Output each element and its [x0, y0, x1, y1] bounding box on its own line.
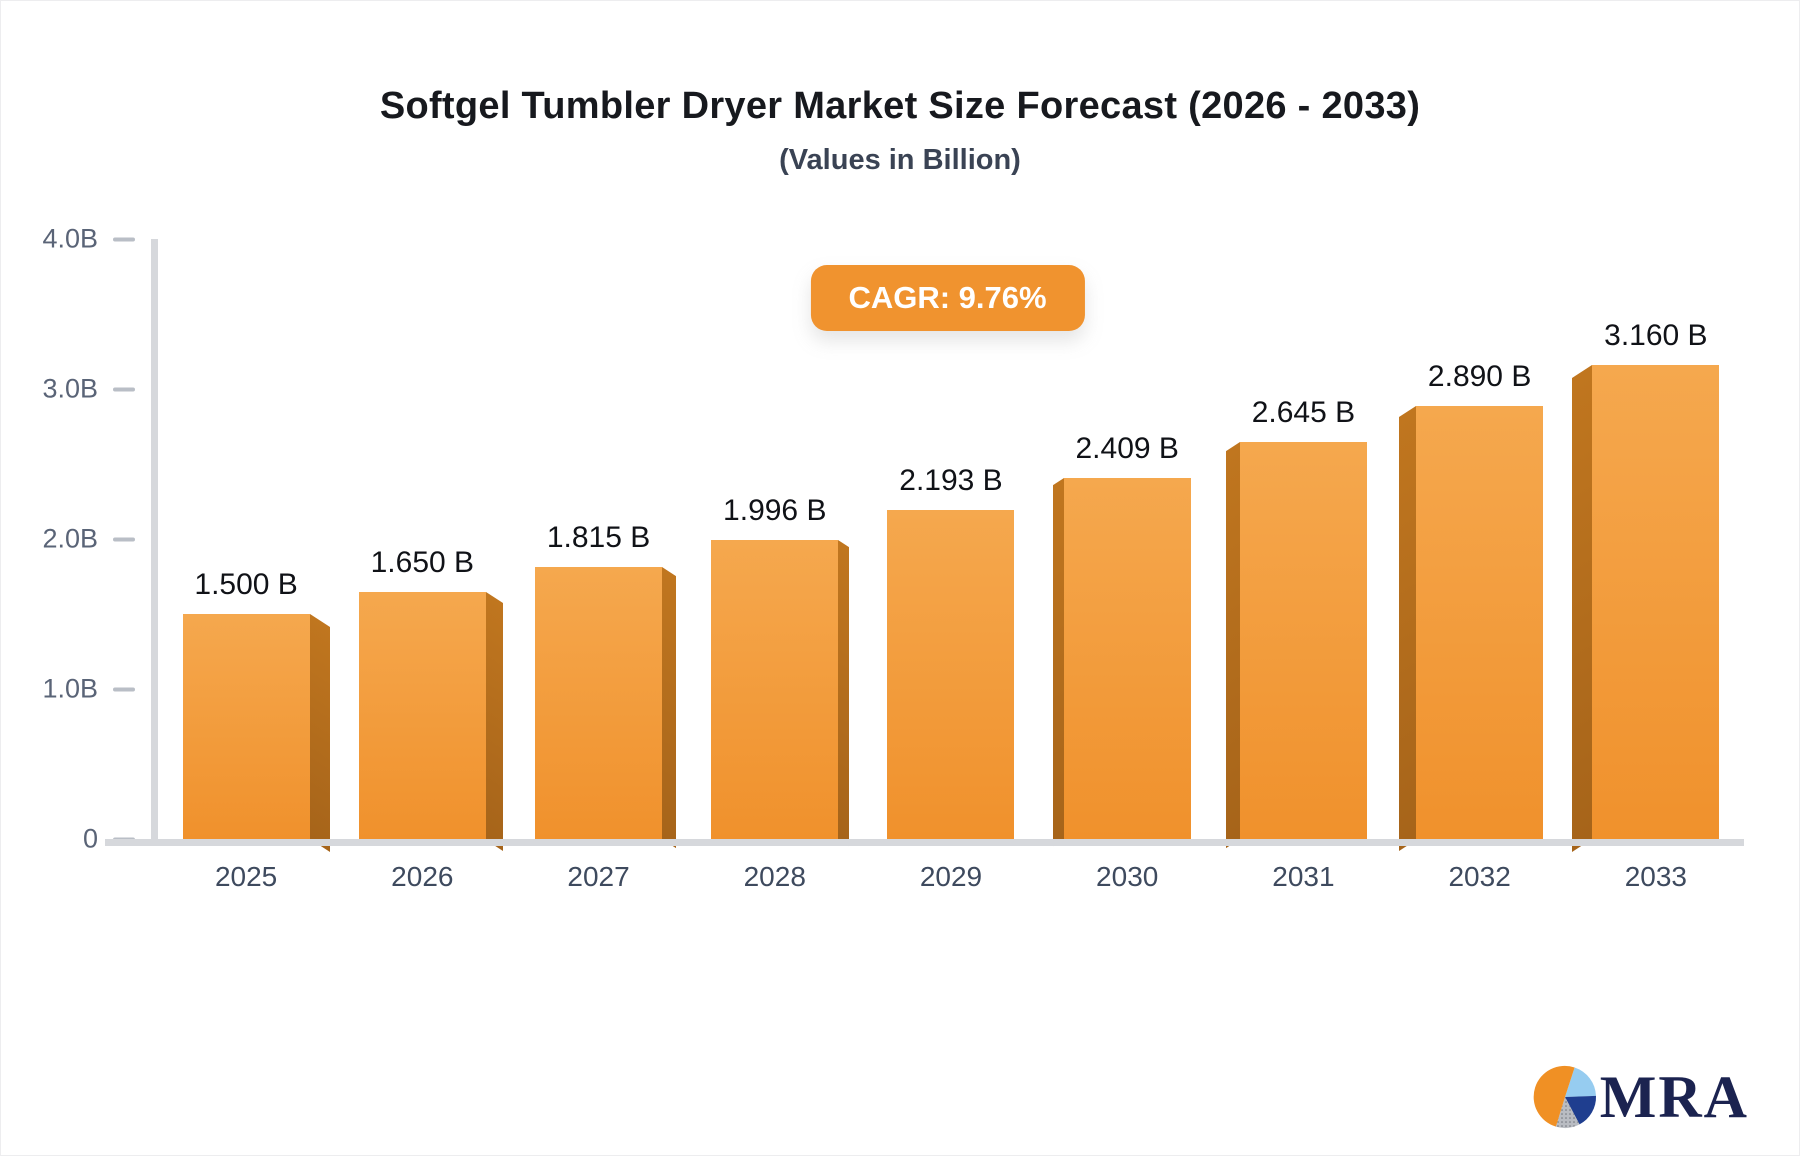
bar-group-2029: 2.193 B — [863, 239, 1039, 839]
bar-value-label: 1.650 B — [370, 545, 475, 579]
bar-group-2030: 2.409 B — [1039, 239, 1215, 847]
bar-value-label: 2.193 B — [899, 464, 1003, 498]
plot-area: 4.0B 3.0B 2.0B 1.0B 0 1.500 B 1.650 B 1.… — [42, 224, 1744, 854]
chart-subtitle: (Values in Billion) — [779, 144, 1021, 176]
bar-group-2028: 1.996 B — [687, 239, 863, 847]
bar-group-2025: 1.500 B — [158, 239, 334, 852]
bar-side-face — [1052, 477, 1064, 847]
bar-side-face — [1225, 442, 1240, 849]
bar-2025[interactable] — [182, 614, 330, 852]
bar-2027[interactable] — [535, 566, 677, 849]
bar-side-face — [1399, 405, 1417, 851]
y-tick-dash — [113, 387, 135, 391]
x-axis-label-2031: 2031 — [1272, 861, 1335, 892]
chart-title: Softgel Tumbler Dryer Market Size Foreca… — [379, 85, 1421, 127]
bar-side-face — [1572, 365, 1593, 852]
bar-group-2033: 3.160 B — [1568, 239, 1744, 852]
bar-value-label: 1.996 B — [723, 493, 827, 527]
y-axis-line — [151, 239, 158, 839]
chart-area: CAGR: 9.76% 4.0B 3.0B 2.0B 1.0B 0 1.500 … — [42, 224, 1744, 893]
x-axis-label-2033: 2033 — [1624, 861, 1687, 892]
bar-group-2032: 2.890 B — [1392, 239, 1568, 851]
bar-side-face — [838, 539, 850, 847]
x-axis-labels: 2025 2026 2027 2028 2029 2030 2031 2032 … — [158, 861, 1744, 893]
bar-2026[interactable] — [358, 591, 503, 851]
logo-text: MRA — [1599, 1064, 1749, 1130]
bar-2031[interactable] — [1225, 442, 1367, 849]
bar-2033[interactable] — [1572, 365, 1720, 852]
y-tick-dash — [113, 237, 135, 241]
bar-value-label: 2.890 B — [1427, 359, 1532, 393]
y-tick-label: 1.0B — [42, 673, 98, 704]
y-tick-dash — [113, 687, 135, 691]
y-tick-label: 2.0B — [42, 523, 98, 554]
bar-group-2026: 1.650 B — [334, 239, 510, 851]
y-tick-3b: 3.0B — [42, 374, 135, 405]
bar-group-2027: 1.815 B — [510, 239, 686, 849]
x-axis-label-2027: 2027 — [567, 861, 630, 892]
y-tick-label: 0 — [82, 823, 98, 854]
bar-value-label: 1.500 B — [194, 568, 298, 601]
cagr-badge: CAGR: 9.76% — [810, 265, 1085, 331]
x-axis-label-2029: 2029 — [919, 861, 983, 892]
x-axis-label-2032: 2032 — [1448, 861, 1511, 892]
bar-side-face — [309, 614, 330, 852]
bar-value-label: 1.815 B — [546, 520, 651, 554]
bar-value-label: 2.645 B — [1251, 396, 1356, 430]
y-tick-1b: 1.0B — [42, 674, 135, 705]
y-tick-2b: 2.0B — [42, 524, 135, 555]
bar-2029[interactable] — [887, 510, 1015, 839]
bars-row: 1.500 B 1.650 B 1.815 B 1.996 B 2.193 B … — [158, 239, 1744, 852]
y-tick-label: 4.0B — [42, 223, 98, 254]
logo-pie-icon — [1533, 1065, 1596, 1128]
bar-2028[interactable] — [711, 539, 850, 847]
bar-value-label: 3.160 B — [1604, 319, 1708, 352]
bar-side-face — [485, 591, 503, 851]
x-axis-label-2028: 2028 — [743, 861, 806, 892]
x-axis-label-2025: 2025 — [214, 861, 278, 892]
x-axis-line — [105, 839, 1744, 846]
bar-2032[interactable] — [1399, 405, 1544, 851]
bar-2030[interactable] — [1052, 477, 1191, 847]
brand-logo: MRA — [1533, 1065, 1749, 1129]
x-axis-label-2026: 2026 — [391, 861, 454, 892]
y-tick-dash — [113, 537, 135, 541]
bar-group-2031: 2.645 B — [1215, 239, 1391, 849]
bar-side-face — [662, 566, 677, 849]
y-tick-4b: 4.0B — [42, 224, 135, 255]
x-axis-label-2030: 2030 — [1096, 861, 1159, 892]
y-tick-label: 3.0B — [42, 373, 98, 404]
bar-value-label: 2.409 B — [1075, 431, 1179, 465]
